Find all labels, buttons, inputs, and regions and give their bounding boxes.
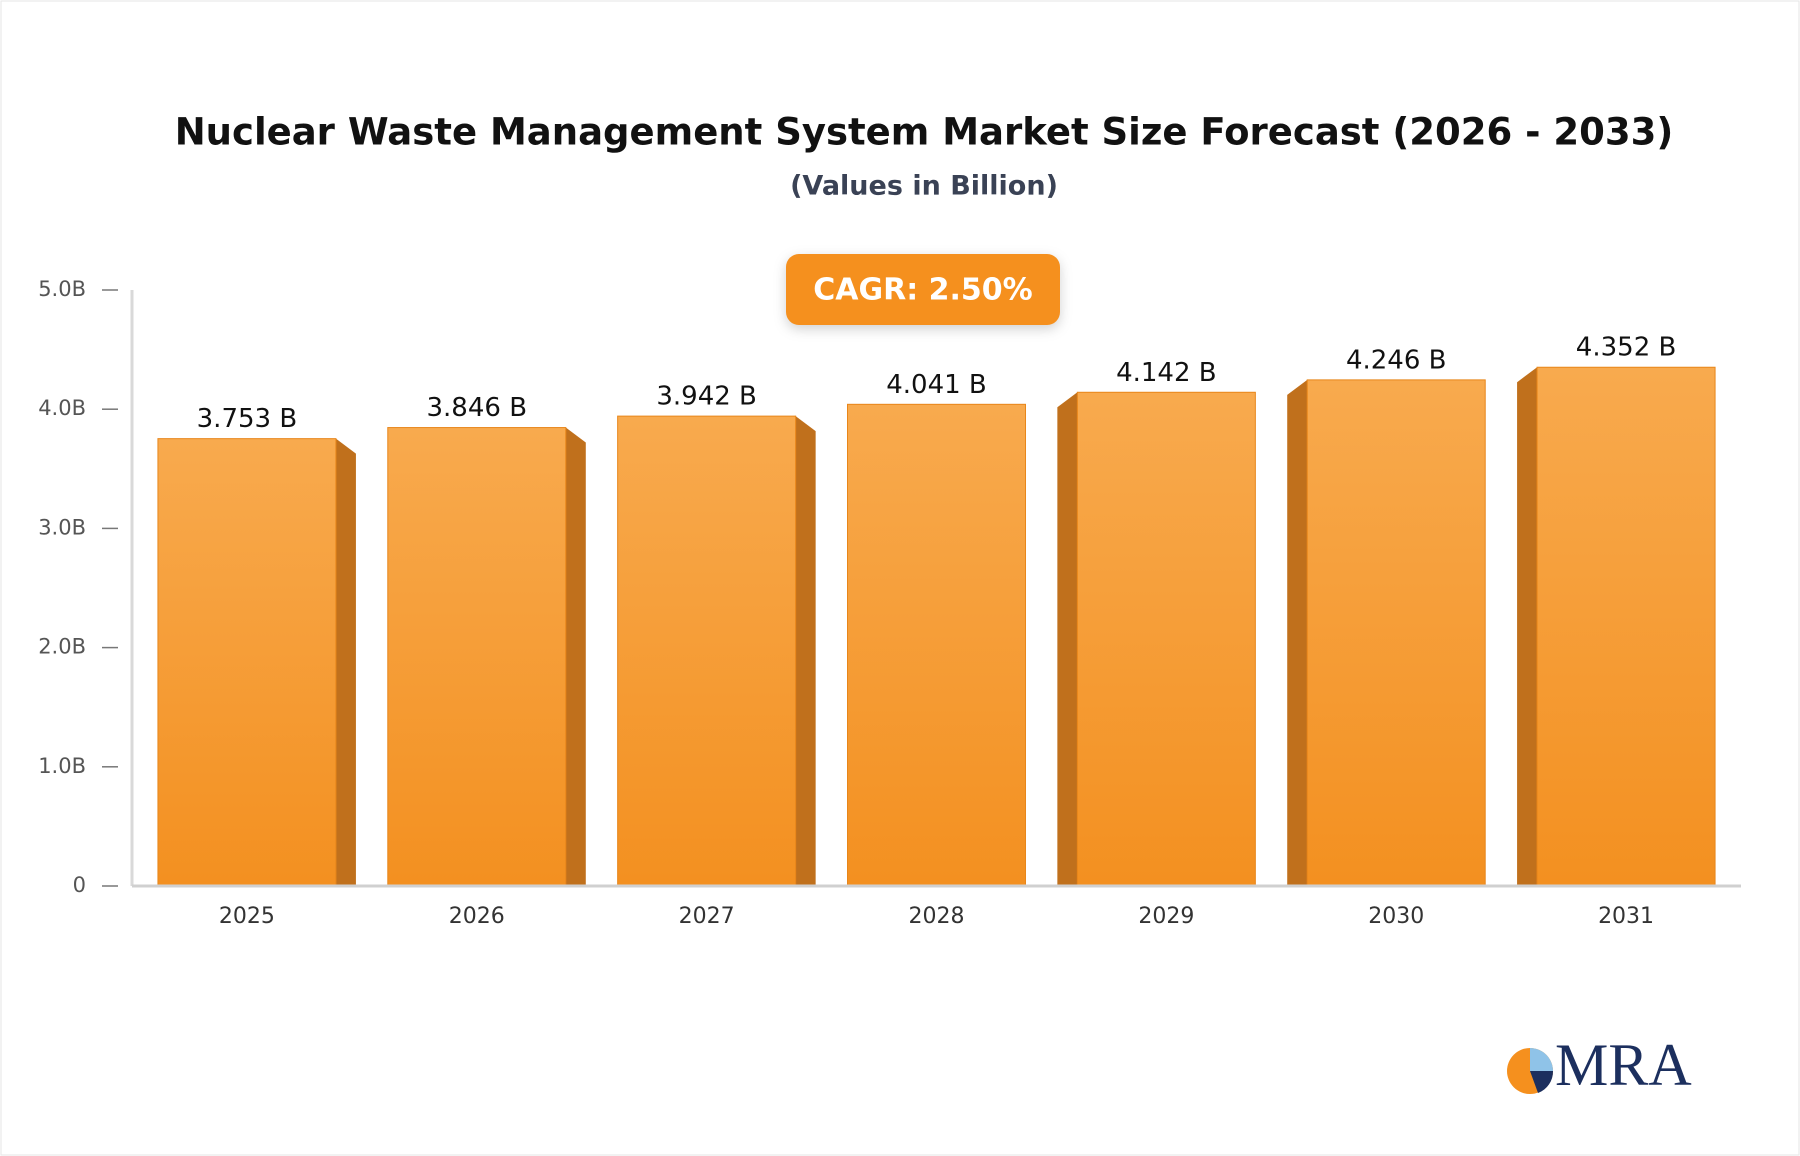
chart-title: Nuclear Waste Management System Market S… — [175, 111, 1674, 154]
y-tick-label: 1.0B — [38, 754, 86, 778]
y-tick-label: 5.0B — [38, 277, 86, 301]
value-label: 4.352 B — [1576, 333, 1677, 363]
y-tick-label: 2.0B — [38, 635, 86, 659]
bar-side — [1287, 379, 1308, 886]
bar-side — [335, 438, 356, 886]
value-label: 3.942 B — [656, 382, 757, 412]
x-tick-label: 2026 — [449, 904, 505, 929]
value-label: 3.753 B — [197, 404, 298, 434]
logo-text: MRA — [1555, 1032, 1692, 1098]
x-tick-label: 2031 — [1598, 904, 1654, 929]
y-tick-label: 0 — [73, 873, 86, 897]
bar — [157, 438, 337, 887]
value-label: 4.142 B — [1116, 358, 1217, 388]
value-label: 3.846 B — [427, 393, 528, 423]
cagr-text: CAGR: 2.50% — [813, 273, 1032, 308]
x-tick-label: 2028 — [909, 904, 965, 929]
bar — [1536, 366, 1716, 887]
y-tick-label: 4.0B — [38, 396, 86, 420]
y-tick-label: 3.0B — [38, 515, 86, 539]
cagr-badge: CAGR: 2.50% — [786, 254, 1060, 325]
bar-side — [565, 427, 586, 886]
x-tick-label: 2029 — [1138, 904, 1194, 929]
bar — [1076, 391, 1256, 887]
bar-side — [1517, 367, 1538, 887]
bar-side — [1057, 392, 1078, 886]
x-tick-label: 2027 — [679, 904, 735, 929]
logo-slice — [1530, 1071, 1554, 1093]
cagr-box — [786, 254, 1060, 325]
bar-side — [795, 416, 816, 886]
bar — [387, 427, 567, 887]
bar — [847, 403, 1026, 887]
x-tick-label: 2030 — [1368, 904, 1424, 929]
logo: MRA — [1507, 1032, 1692, 1098]
x-tick-label: 2025 — [219, 904, 275, 929]
chart-subtitle: (Values in Billion) — [790, 171, 1058, 202]
bar — [1306, 379, 1486, 887]
value-label: 4.041 B — [886, 370, 987, 400]
value-label: 4.246 B — [1346, 345, 1447, 375]
bar — [617, 415, 797, 887]
logo-slice — [1530, 1048, 1553, 1071]
